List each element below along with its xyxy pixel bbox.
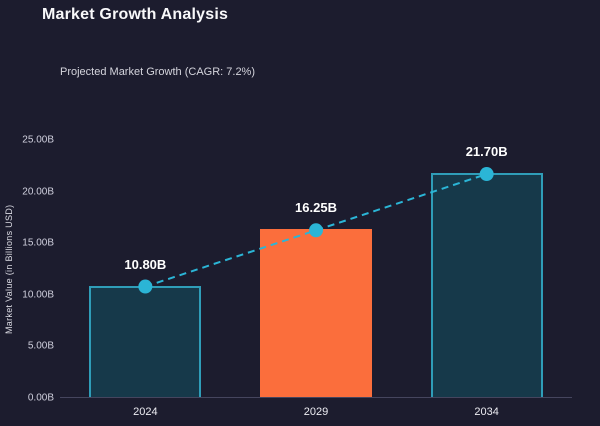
- bar-value-label: 21.70B: [465, 144, 508, 160]
- x-axis-label: 2024: [133, 406, 158, 418]
- bar-value-label: 16.25B: [295, 200, 337, 216]
- y-tick-label: 10.00B: [22, 289, 54, 301]
- bar-value-label: 10.80B: [124, 256, 167, 272]
- chart-subtitle: Projected Market Growth (CAGR: 7.2%): [60, 66, 256, 78]
- chart-title: Market Growth Analysis: [42, 6, 229, 23]
- y-axis-ticks: 0.00B 5.00B 10.00B 15.00B 20.00B 25.00B: [0, 135, 54, 404]
- x-axis-label: 2034: [474, 406, 499, 418]
- bar-2024: [89, 285, 202, 397]
- y-tick-label: 5.00B: [27, 340, 54, 352]
- x-axis-label: 2029: [303, 406, 329, 418]
- bar-2029: [260, 229, 372, 397]
- plot-area: 10.80B 2024 16.25B 2029 21.70B 2034: [60, 140, 572, 418]
- y-tick-label: 15.00B: [22, 237, 54, 249]
- y-tick-label: 0.00B: [27, 392, 54, 404]
- bar-2034: [430, 173, 543, 397]
- y-tick-label: 25.00B: [22, 134, 54, 146]
- y-tick-label: 20.00B: [22, 186, 54, 198]
